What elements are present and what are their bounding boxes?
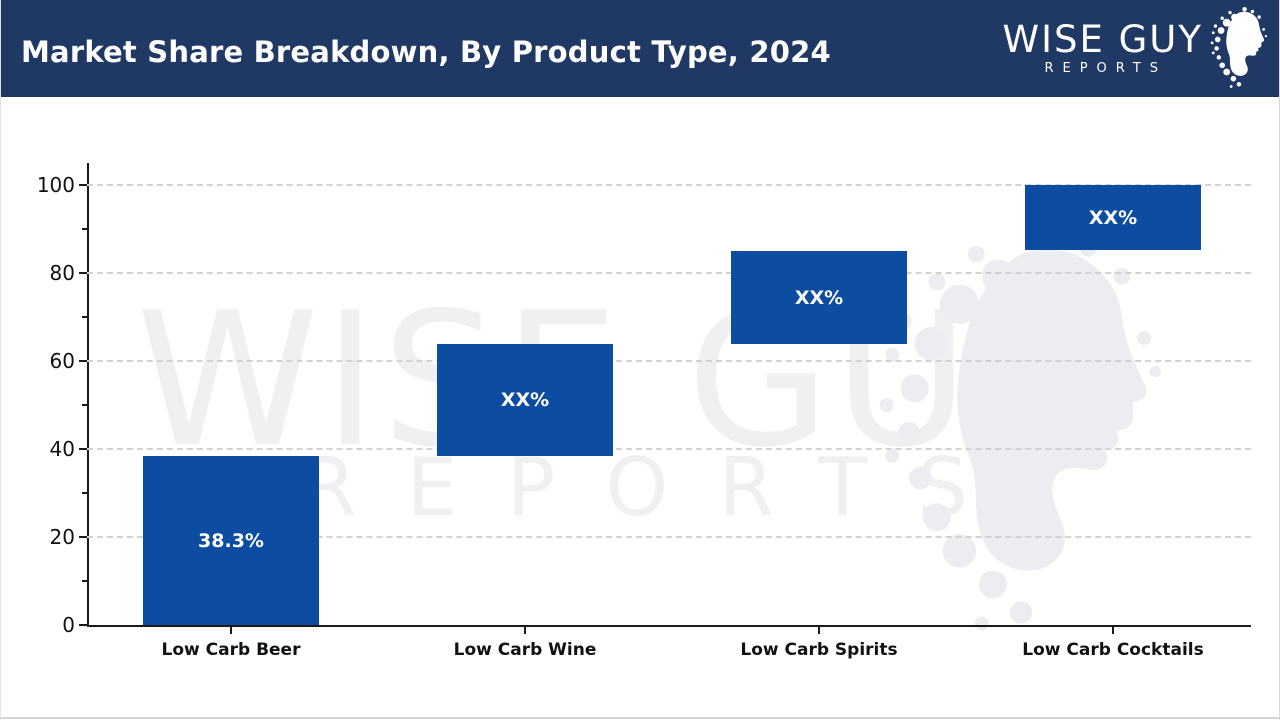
y-tick (79, 360, 87, 362)
y-tick (79, 184, 87, 186)
x-axis-label: Low Carb Beer (161, 640, 301, 660)
x-axis-label: Low Carb Cocktails (1022, 640, 1204, 660)
y-minor-tick (82, 580, 87, 582)
header-bar: Market Share Breakdown, By Product Type,… (1, 0, 1279, 97)
y-minor-tick (82, 316, 87, 318)
gridline (87, 536, 1251, 538)
bar-value-label: 38.3% (198, 529, 264, 552)
logo-subtitle: REPORTS (1044, 61, 1168, 77)
y-tick (79, 624, 87, 626)
y-tick (79, 272, 87, 274)
page-title: Market Share Breakdown, By Product Type,… (21, 34, 831, 69)
y-tick-label: 60 (49, 349, 75, 373)
y-tick (79, 448, 87, 450)
bar-value-label: XX% (1088, 206, 1138, 229)
bar-value-label: XX% (500, 389, 550, 412)
bar: XX% (437, 344, 613, 457)
logo-wordmark: WISE GUY (1002, 17, 1203, 61)
gridline (87, 184, 1251, 186)
y-minor-tick (82, 228, 87, 230)
gridline (87, 360, 1251, 362)
y-tick-label: 100 (36, 173, 75, 197)
y-minor-tick (82, 492, 87, 494)
y-axis-line (87, 163, 89, 627)
x-tick (230, 627, 232, 634)
x-tick (1112, 627, 1114, 634)
bottom-border-line (1, 717, 1279, 719)
gridline (87, 272, 1251, 274)
y-tick-label: 40 (49, 437, 75, 461)
y-tick-label: 0 (62, 613, 75, 637)
bar: XX% (1025, 185, 1201, 251)
bar: 38.3% (143, 456, 319, 625)
gridline (87, 448, 1251, 450)
bar-value-label: XX% (794, 286, 844, 309)
x-axis-label: Low Carb Wine (453, 640, 597, 660)
x-tick (524, 627, 526, 634)
wise-guy-reports-logo: WISE GUY REPORTS (1002, 6, 1279, 91)
y-tick (79, 536, 87, 538)
logo-text: WISE GUY REPORTS (1002, 17, 1203, 77)
y-minor-tick (82, 404, 87, 406)
y-tick-label: 80 (49, 261, 75, 285)
y-tick-label: 20 (49, 525, 75, 549)
bar: XX% (731, 251, 907, 345)
x-axis-line (87, 625, 1251, 627)
x-tick (818, 627, 820, 634)
x-axis-label: Low Carb Spirits (740, 640, 898, 660)
